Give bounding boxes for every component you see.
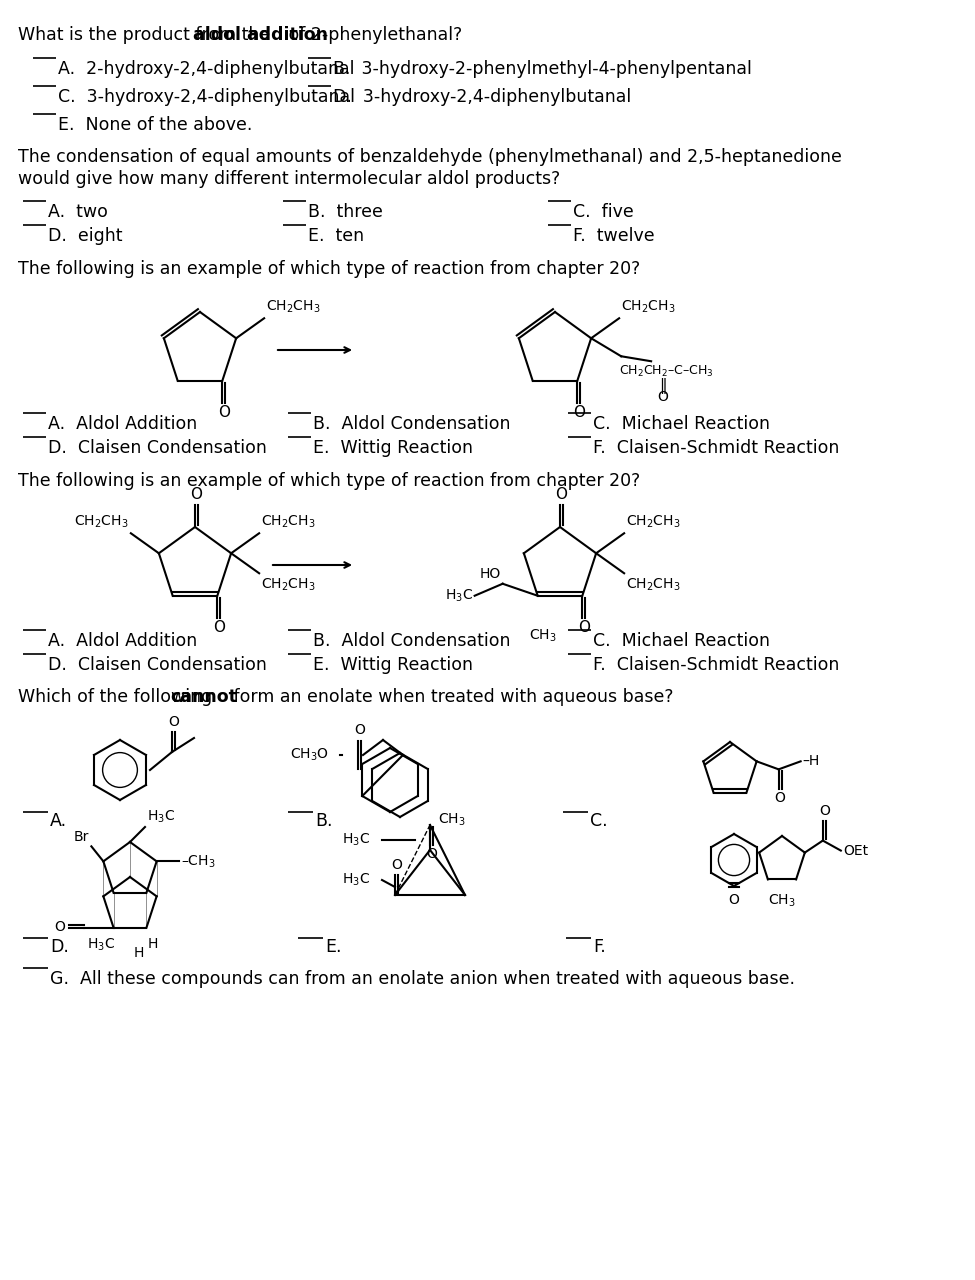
Text: O: O (658, 390, 669, 404)
Text: O: O (578, 620, 590, 635)
Text: CH$_2$CH$_3$: CH$_2$CH$_3$ (621, 298, 676, 315)
Text: B.: B. (315, 812, 332, 829)
Text: E.  ten: E. ten (308, 227, 364, 244)
Text: O: O (213, 620, 225, 635)
Text: O: O (55, 919, 65, 933)
Text: CH$_2$CH$_3$: CH$_2$CH$_3$ (261, 513, 316, 530)
Text: H$_3$C: H$_3$C (342, 832, 370, 849)
Text: would give how many different intermolecular aldol products?: would give how many different intermolec… (18, 170, 561, 188)
Text: C.: C. (590, 812, 607, 829)
Text: O: O (556, 486, 567, 502)
Text: A.: A. (50, 812, 67, 829)
Text: D.: D. (50, 938, 69, 956)
Text: G.  All these compounds can from an enolate anion when treated with aqueous base: G. All these compounds can from an enola… (50, 970, 795, 988)
Text: A.  2-hydroxy-2,4-diphenylbutanal: A. 2-hydroxy-2,4-diphenylbutanal (58, 60, 355, 78)
Text: H$_3$C: H$_3$C (342, 872, 370, 888)
Text: A.  Aldol Addition: A. Aldol Addition (48, 632, 197, 650)
Text: B.  three: B. three (308, 204, 383, 221)
Text: HO: HO (480, 567, 501, 581)
Text: H: H (134, 946, 143, 960)
Text: O: O (728, 893, 739, 908)
Text: cannot: cannot (170, 689, 237, 707)
Text: The condensation of equal amounts of benzaldehyde (phenylmethanal) and 2,5-hepta: The condensation of equal amounts of ben… (18, 148, 841, 166)
Text: The following is an example of which type of reaction from chapter 20?: The following is an example of which typ… (18, 472, 641, 490)
Text: H$_3$C: H$_3$C (147, 809, 176, 826)
Text: O: O (391, 858, 402, 872)
Text: D.  eight: D. eight (48, 227, 123, 244)
Text: OEt: OEt (842, 844, 868, 858)
Text: H: H (148, 937, 158, 951)
Text: O: O (819, 804, 830, 818)
Text: CH$_2$CH$_3$: CH$_2$CH$_3$ (266, 298, 321, 315)
Text: F.  Claisen-Schmidt Reaction: F. Claisen-Schmidt Reaction (593, 655, 839, 675)
Text: CH$_2$CH$_2$–C–CH$_3$: CH$_2$CH$_2$–C–CH$_3$ (619, 365, 714, 379)
Text: CH$_3$: CH$_3$ (768, 893, 796, 909)
Text: What is the product from the: What is the product from the (18, 26, 276, 44)
Text: C.  3-hydroxy-2,4-diphenylbutanal: C. 3-hydroxy-2,4-diphenylbutanal (58, 88, 355, 106)
Text: B.  3-hydroxy-2-phenylmethyl-4-phenylpentanal: B. 3-hydroxy-2-phenylmethyl-4-phenylpent… (333, 60, 752, 78)
Text: E.  None of the above.: E. None of the above. (58, 116, 253, 134)
Text: Br: Br (74, 831, 90, 845)
Text: D.  3-hydroxy-2,4-diphenylbutanal: D. 3-hydroxy-2,4-diphenylbutanal (333, 88, 631, 106)
Text: –CH$_3$: –CH$_3$ (180, 854, 215, 869)
Text: F.  twelve: F. twelve (573, 227, 654, 244)
Text: O: O (354, 723, 365, 737)
Text: E.: E. (325, 938, 341, 956)
Text: CH$_3$: CH$_3$ (528, 627, 557, 644)
Text: H$_3$C: H$_3$C (445, 588, 473, 604)
Text: O: O (168, 716, 179, 730)
Text: D.  Claisen Condensation: D. Claisen Condensation (48, 439, 267, 457)
Text: CH$_2$CH$_3$: CH$_2$CH$_3$ (261, 576, 316, 593)
Text: aldol addition: aldol addition (193, 26, 328, 44)
Text: B.  Aldol Condensation: B. Aldol Condensation (313, 632, 511, 650)
Text: O: O (573, 404, 585, 420)
Text: F.  Claisen-Schmidt Reaction: F. Claisen-Schmidt Reaction (593, 439, 839, 457)
Text: –H: –H (802, 754, 820, 768)
Text: C.  Michael Reaction: C. Michael Reaction (593, 632, 770, 650)
Text: D.  Claisen Condensation: D. Claisen Condensation (48, 655, 267, 675)
Text: CH$_3$: CH$_3$ (438, 812, 466, 828)
Text: CH$_2$CH$_3$: CH$_2$CH$_3$ (74, 513, 129, 530)
Text: H$_3$C: H$_3$C (87, 937, 115, 954)
Text: CH$_2$CH$_3$: CH$_2$CH$_3$ (626, 513, 681, 530)
Text: ‖: ‖ (659, 379, 667, 394)
Text: of 2-phenylethanal?: of 2-phenylethanal? (283, 26, 462, 44)
Text: CH$_3$O: CH$_3$O (290, 746, 329, 763)
Text: A.  two: A. two (48, 204, 108, 221)
Text: CH$_2$CH$_3$: CH$_2$CH$_3$ (626, 576, 681, 593)
Text: The following is an example of which type of reaction from chapter 20?: The following is an example of which typ… (18, 260, 641, 278)
Text: C.  Michael Reaction: C. Michael Reaction (593, 415, 770, 433)
Text: O: O (426, 847, 437, 861)
Text: E.  Wittig Reaction: E. Wittig Reaction (313, 655, 473, 675)
Text: form an enolate when treated with aqueous base?: form an enolate when treated with aqueou… (228, 689, 674, 707)
Text: O: O (775, 791, 786, 805)
Text: F.: F. (593, 938, 605, 956)
Text: O: O (190, 486, 203, 502)
Text: O: O (217, 404, 230, 420)
Text: A.  Aldol Addition: A. Aldol Addition (48, 415, 197, 433)
Text: E.  Wittig Reaction: E. Wittig Reaction (313, 439, 473, 457)
Text: C.  five: C. five (573, 204, 634, 221)
Text: B.  Aldol Condensation: B. Aldol Condensation (313, 415, 511, 433)
Text: Which of the following: Which of the following (18, 689, 217, 707)
